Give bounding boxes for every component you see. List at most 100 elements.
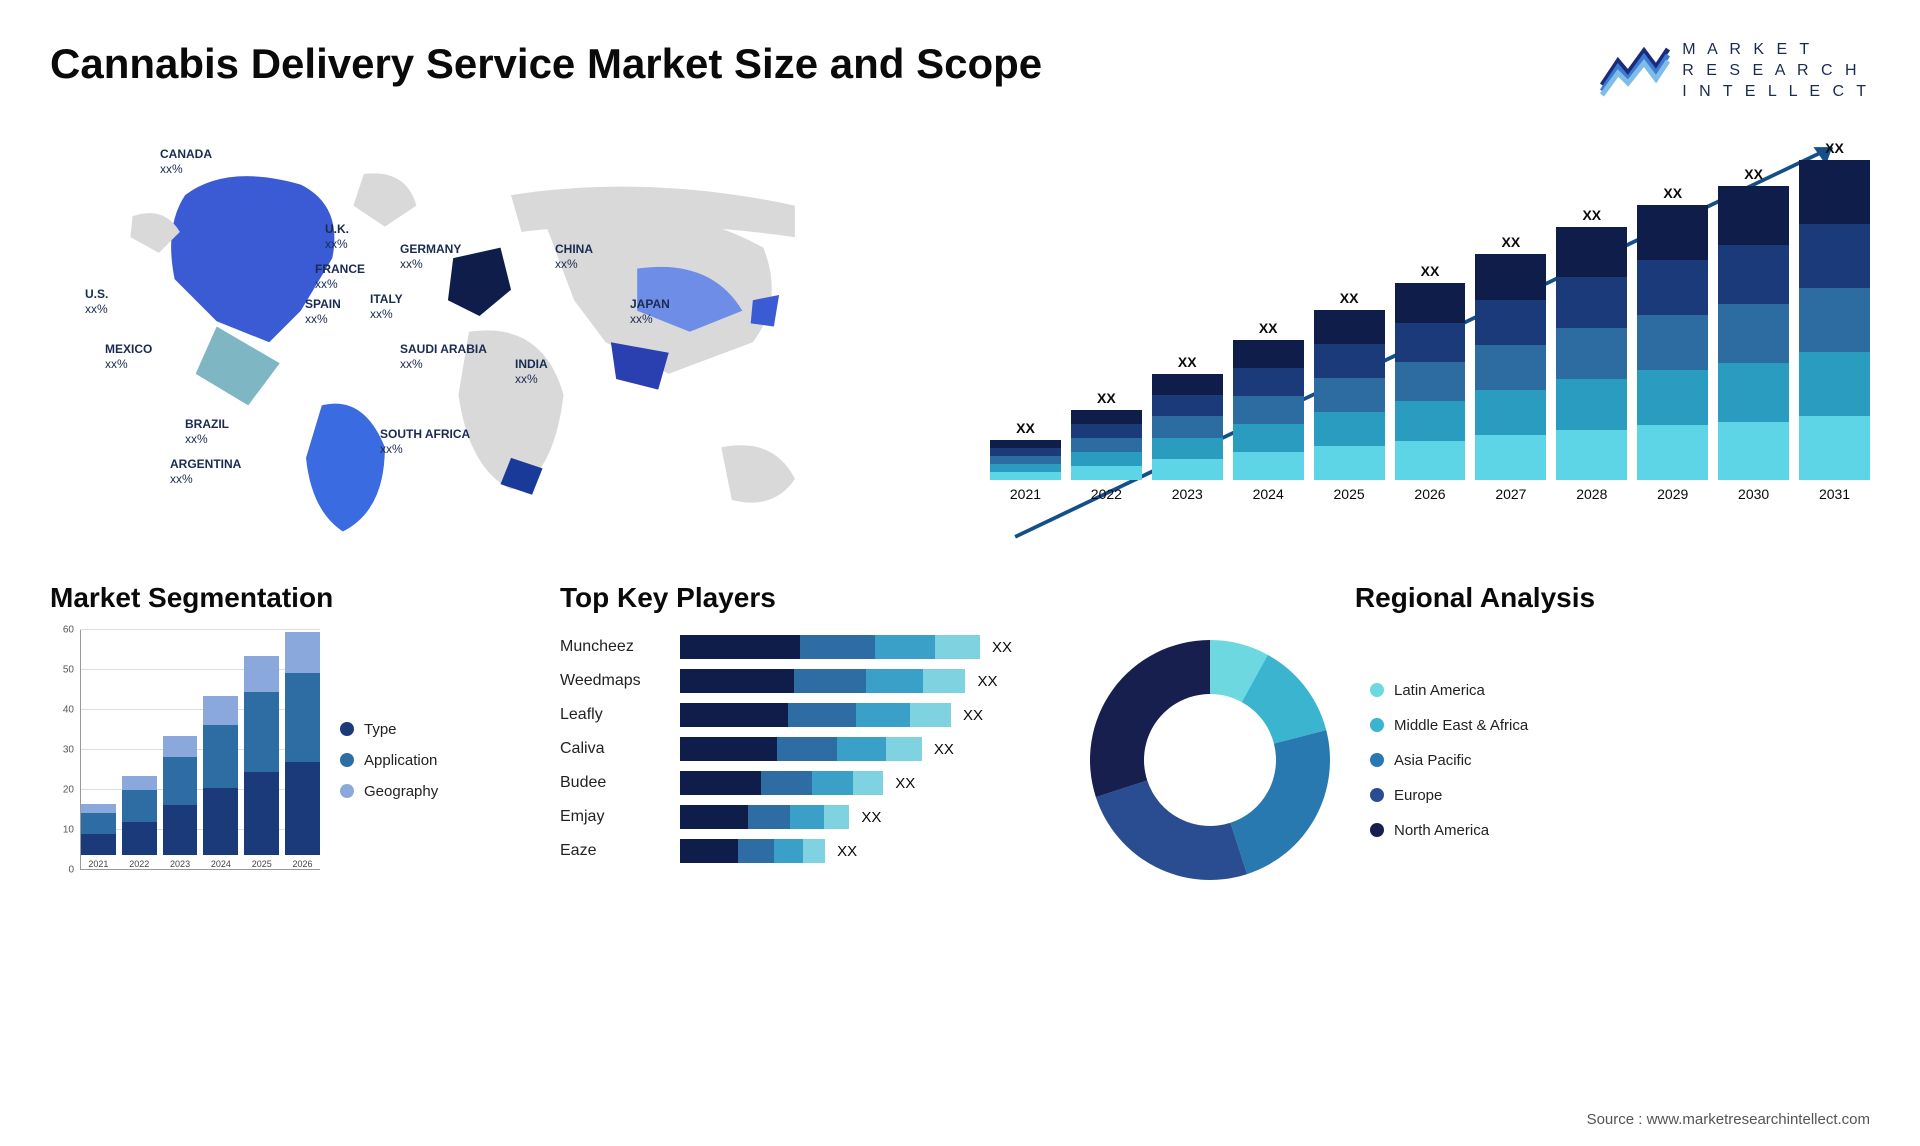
key-player-bar [680,771,883,795]
y-tick: 10 [63,825,74,836]
bar-year-label: 2024 [211,859,231,869]
donut-slice [1090,640,1210,797]
legend-label: Latin America [1394,682,1485,699]
bar-annotation: XX [1825,140,1844,156]
map-label: CHINAxx% [555,242,593,271]
bar-year-label: 2023 [170,859,190,869]
bar-segment [1637,205,1708,260]
map-label: ARGENTINAxx% [170,457,241,486]
bar-segment [1556,277,1627,328]
key-player-row: EmjayXX [560,800,1040,834]
bar-segment [1395,441,1466,480]
map-label: SPAINxx% [305,297,341,326]
bar-segment [794,669,865,693]
bar-segment [1233,452,1304,480]
bar-segment [1152,459,1223,480]
legend-label: Asia Pacific [1394,752,1472,769]
y-tick: 60 [63,625,74,636]
bar-year-label: 2028 [1576,486,1607,502]
legend-dot-icon [1370,788,1384,802]
bar-year-label: 2029 [1657,486,1688,502]
bar-year-label: 2027 [1495,486,1526,502]
legend-item: Latin America [1370,682,1528,699]
bar-annotation: XX [992,639,1012,656]
bar-segment [680,703,788,727]
map-label: BRAZILxx% [185,417,229,446]
main-bar-col: XX2026 [1395,263,1466,502]
bar-segment [875,635,935,659]
brand-logo: M A R K E T R E S E A R C H I N T E L L … [1600,40,1870,102]
bar-segment [244,772,279,856]
y-tick: 30 [63,745,74,756]
bar-year-label: 2023 [1172,486,1203,502]
bar-annotation: XX [1178,354,1197,370]
bar-year-label: 2026 [293,859,313,869]
bar-year-label: 2025 [252,859,272,869]
donut-slice [1230,731,1330,875]
legend-dot-icon [1370,823,1384,837]
bar-segment [1556,430,1627,481]
map-label: SAUDI ARABIAxx% [400,342,487,371]
bar-segment [1475,435,1546,480]
bar-segment [203,696,238,725]
map-label: CANADAxx% [160,147,212,176]
key-players-title: Top Key Players [560,582,1040,614]
main-bar-col: XX2031 [1799,140,1870,502]
main-bar-col: XX2025 [1314,290,1385,503]
key-player-name: Weedmaps [560,672,680,690]
map-label: ITALYxx% [370,292,403,321]
key-player-name: Emjay [560,808,680,826]
bar-annotation: XX [1744,166,1763,182]
main-bar-col: XX2028 [1556,207,1627,503]
map-label: SOUTH AFRICAxx% [380,427,470,456]
key-player-bar [680,839,825,863]
bar-segment [1637,315,1708,370]
legend-label: Application [364,752,437,769]
bar-segment [1071,410,1142,424]
main-bar-col: XX 2023 [1152,354,1223,503]
bar-annotation: XX [963,707,983,724]
bar-segment [1799,416,1870,480]
bar-segment [788,703,856,727]
bar-year-label: 2025 [1334,486,1365,502]
legend-label: Middle East & Africa [1394,717,1528,734]
bar-segment [1071,452,1142,466]
key-player-row: BudeeXX [560,766,1040,800]
main-bar-col: XX2027 [1475,234,1546,502]
bar-segment [1556,328,1627,379]
bar-segment [1556,227,1627,278]
legend-label: North America [1394,822,1489,839]
bar-segment [748,805,790,829]
segmentation-panel: Market Segmentation 0102030405060 202120… [50,582,520,912]
bar-segment [1718,422,1789,481]
key-player-name: Budee [560,774,680,792]
legend-label: Type [364,721,397,738]
bar-segment [122,822,157,855]
bar-annotation: XX [1097,390,1116,406]
bar-segment [761,771,812,795]
bar-annotation: XX [1259,320,1278,336]
bar-segment [1475,254,1546,299]
bar-year-label: 2022 [129,859,149,869]
bar-segment [1799,224,1870,288]
bar-segment [1475,390,1546,435]
regional-donut-chart [1080,630,1340,890]
bar-segment [1152,395,1223,416]
bar-segment [1314,412,1385,446]
regional-title: Regional Analysis [1080,582,1870,614]
key-player-row: WeedmapsXX [560,664,1040,698]
legend-item: Middle East & Africa [1370,717,1528,734]
key-player-bar [680,703,951,727]
y-tick: 20 [63,785,74,796]
legend-dot-icon [340,784,354,798]
seg-bar-col: 2022 [122,630,157,869]
bar-annotation: XX [1016,420,1035,436]
segmentation-title: Market Segmentation [50,582,520,614]
key-players-panel: Top Key Players MuncheezXXWeedmapsXXLeaf… [560,582,1040,912]
bar-segment [285,632,320,672]
bar-segment [680,669,794,693]
bar-segment [1152,416,1223,437]
map-label: JAPANxx% [630,297,670,326]
map-label: FRANCExx% [315,262,365,291]
key-player-row: LeaflyXX [560,698,1040,732]
